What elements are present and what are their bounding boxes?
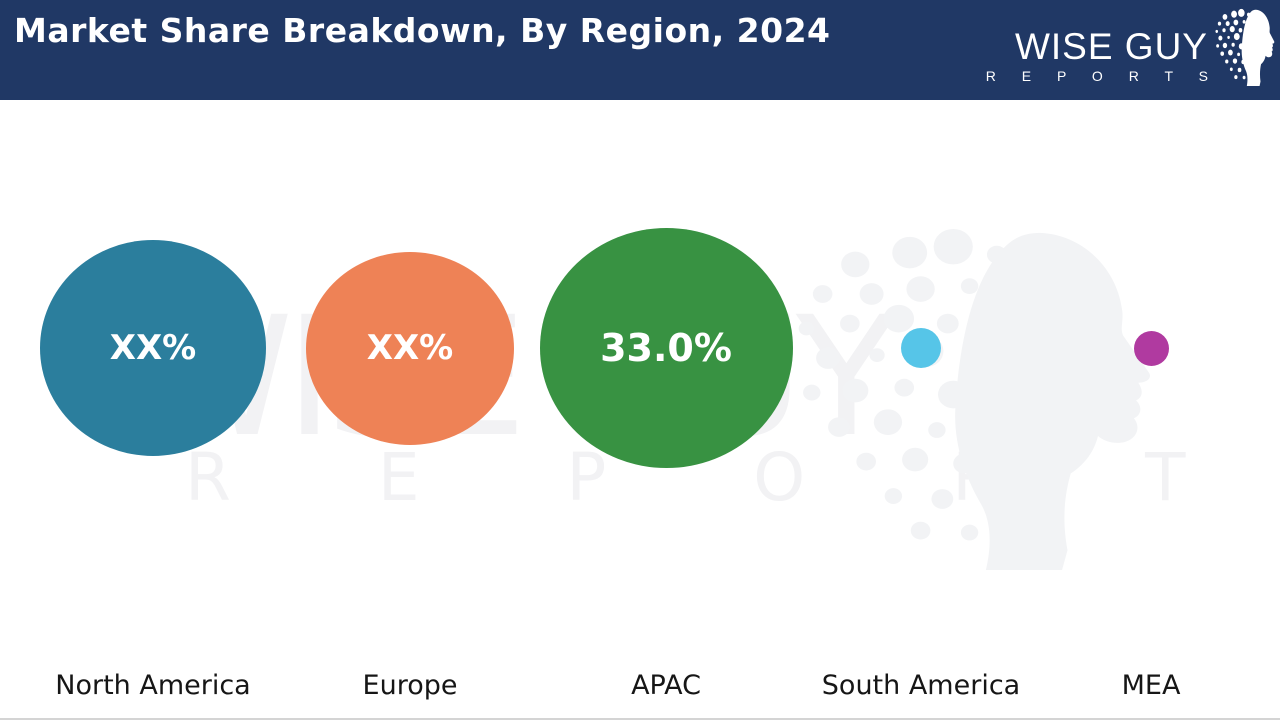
region-label-south-america: South America [821, 670, 1021, 701]
bubble-south-america [901, 328, 941, 368]
bubble-mea [1133, 330, 1169, 366]
logo-name: WISE GUY [1014, 25, 1208, 67]
logo-subtitle: R E P O R T S [985, 67, 1219, 84]
region-label-north-america: North America [55, 670, 251, 701]
bottom-divider [0, 718, 1280, 720]
region-label-europe: Europe [362, 670, 458, 701]
region-label-apac: APAC [631, 670, 701, 701]
dotted-head-profile-icon [1215, 8, 1275, 86]
bubble-apac: 33.0% [539, 228, 793, 468]
bubble-north-america: XX% [40, 240, 266, 456]
bubble-value-label: XX% [109, 328, 197, 368]
bubble-value-label: XX% [366, 328, 454, 368]
header-bar: Market Share Breakdown, By Region, 2024 … [0, 0, 1280, 100]
watermark-reports-text: R E P O R T S [185, 439, 1280, 516]
page-title: Market Share Breakdown, By Region, 2024 [14, 11, 831, 50]
bubble-europe: XX% [306, 251, 514, 445]
wise-guy-logo: WISE GUY R E P O R T S [986, 8, 1276, 86]
region-label-mea: MEA [1121, 670, 1181, 701]
bubble-value-label: 33.0% [600, 326, 732, 370]
category-labels-row: North America Europe APAC South America MEA [0, 660, 1280, 710]
logo-text: WISE GUY R E P O R T S [986, 28, 1208, 83]
